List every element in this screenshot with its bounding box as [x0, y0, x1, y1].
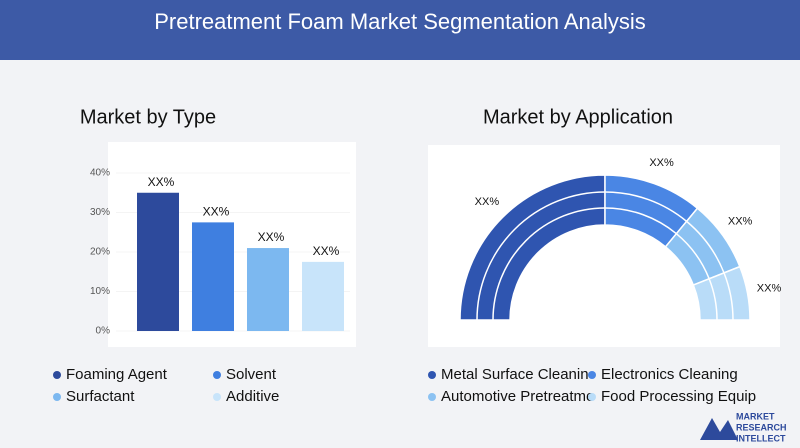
y-tick-label: 0% — [96, 326, 111, 337]
ring-divider — [708, 278, 718, 321]
legend-marker — [213, 371, 221, 379]
data-label: XX% — [728, 216, 753, 228]
ring-divider — [723, 272, 734, 321]
ring-divider — [604, 191, 688, 222]
legend-label: Solvent — [226, 366, 277, 383]
y-tick-label: 10% — [90, 286, 110, 297]
ring-divider — [675, 233, 710, 280]
legend-marker — [428, 393, 436, 401]
y-tick-label: 40% — [90, 168, 110, 179]
logo-icon — [700, 418, 738, 440]
legend-marker — [53, 371, 61, 379]
chart-title: Market by Type — [80, 106, 216, 128]
legend-marker — [213, 393, 221, 401]
data-label: XX% — [649, 157, 674, 169]
ring-divider — [492, 207, 606, 321]
legend-marker — [53, 393, 61, 401]
pie-segment — [692, 265, 751, 321]
data-label: XX% — [757, 283, 782, 295]
legend-label: Foaming Agent — [66, 366, 168, 383]
ring-divider — [686, 220, 725, 274]
logo-text: RESEARCH — [736, 422, 787, 432]
ring-divider — [604, 207, 677, 235]
logo: MARKET RESEARCH INTELLECT — [700, 411, 787, 443]
legend-label: Automotive Pretreatme — [441, 388, 594, 405]
legend-label: Surfactant — [66, 388, 135, 405]
data-label: XX% — [313, 244, 340, 258]
logo-text: INTELLECT — [736, 433, 786, 443]
legend-label: Metal Surface Cleanin — [441, 366, 589, 383]
y-tick-label: 20% — [90, 247, 110, 258]
legend-label: Additive — [226, 388, 279, 405]
chart-title: Market by Application — [483, 106, 673, 128]
page-title: Pretreatment Foam Market Segmentation An… — [154, 9, 646, 34]
legend-label: Electronics Cleaning — [601, 366, 738, 383]
header-banner — [0, 0, 800, 60]
data-label: XX% — [203, 205, 230, 219]
legend-marker — [428, 371, 436, 379]
bar — [192, 222, 234, 331]
bar — [247, 248, 289, 331]
data-label: XX% — [475, 196, 500, 208]
data-label: XX% — [148, 175, 175, 189]
legend-marker — [588, 371, 596, 379]
legend-marker — [588, 393, 596, 401]
logo-text: MARKET — [736, 411, 775, 421]
bar — [137, 192, 179, 331]
bar — [302, 261, 344, 331]
data-label: XX% — [258, 230, 285, 244]
y-tick-label: 30% — [90, 207, 110, 218]
ring-divider — [476, 191, 606, 321]
legend-label: Food Processing Equip — [601, 388, 756, 405]
